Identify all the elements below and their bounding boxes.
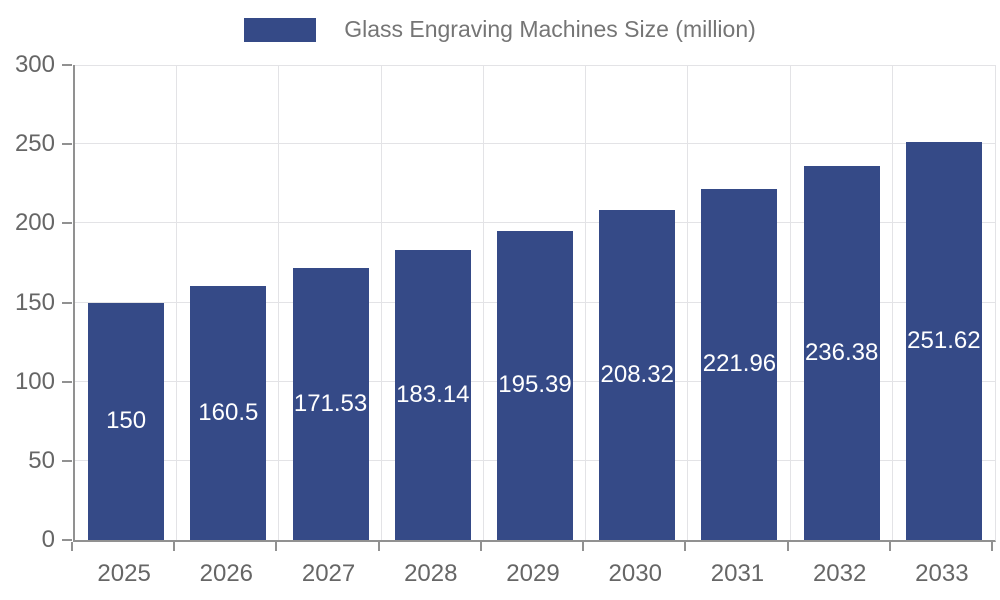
x-tick-mark	[479, 542, 482, 551]
x-axis-tick-label: 2028	[404, 560, 458, 587]
bar[interactable]: 208.32	[599, 210, 676, 540]
y-tick-mark	[62, 143, 72, 146]
x-gridline	[891, 65, 893, 540]
bar-value-label: 160.5	[198, 398, 259, 426]
y-axis-tick-label: 50	[28, 446, 55, 474]
legend-swatch-icon	[244, 17, 317, 42]
x-axis-tick-label: 2031	[710, 560, 765, 587]
y-axis-tick-label: 100	[14, 367, 55, 395]
y-axis-tick-label: 200	[14, 209, 55, 237]
x-tick-mark	[582, 542, 585, 551]
legend-label: Glass Engraving Machines Size (million)	[344, 16, 756, 42]
x-axis-tick-label: 2029	[506, 560, 560, 587]
y-tick-mark	[62, 539, 72, 541]
x-gridline	[176, 65, 178, 540]
bar-value-label: 208.32	[600, 361, 674, 389]
y-axis-tick-label: 150	[14, 288, 55, 316]
y-axis-tick-label: 250	[14, 130, 55, 158]
y-tick-mark	[62, 380, 72, 383]
x-tick-mark	[684, 542, 687, 551]
y-tick-mark	[62, 64, 72, 66]
x-tick-mark	[71, 542, 73, 551]
x-gridline	[482, 65, 484, 540]
bar-value-label: 221.96	[702, 350, 777, 378]
bar-value-label: 150	[106, 407, 147, 435]
bar[interactable]: 150	[88, 302, 165, 540]
x-axis-tick-label: 2033	[915, 560, 969, 587]
x-axis-tick-label: 2030	[608, 560, 662, 587]
x-gridline	[585, 65, 587, 540]
y-gridline	[75, 222, 995, 224]
bar-value-label: 236.38	[804, 338, 879, 366]
x-axis-tick-label: 2027	[301, 560, 356, 587]
x-tick-mark	[991, 542, 993, 551]
x-axis-tick-label: 2026	[199, 560, 254, 587]
y-tick-mark	[62, 459, 72, 462]
x-tick-mark	[377, 542, 380, 551]
bar-value-label: 183.14	[396, 381, 470, 409]
bar[interactable]: 251.62	[905, 141, 982, 540]
bar[interactable]: 183.14	[394, 250, 471, 540]
y-axis-tick-label: 300	[14, 51, 55, 78]
bar[interactable]: 195.39	[497, 230, 573, 540]
bar-value-label: 251.62	[907, 326, 981, 354]
legend-item[interactable]: Glass Engraving Machines Size (million)	[0, 16, 1000, 43]
x-gridline	[380, 65, 382, 540]
x-gridline	[789, 65, 791, 540]
y-gridline	[75, 65, 995, 66]
y-tick-mark	[62, 301, 72, 304]
bar[interactable]: 171.53	[292, 268, 369, 540]
bar[interactable]: 221.96	[701, 188, 778, 540]
x-tick-mark	[173, 542, 176, 551]
x-gridline	[278, 65, 280, 540]
y-axis-tick-label: 0	[41, 526, 55, 553]
y-tick-mark	[62, 222, 72, 225]
x-axis-tick-label: 2025	[97, 560, 151, 587]
plot-area: 150 160.5 171.53 183.14 195.39 208.32 221.96 23…	[73, 65, 996, 542]
bar-value-label: 195.39	[498, 371, 572, 399]
bar-value-label: 171.53	[293, 390, 368, 418]
y-gridline	[75, 143, 995, 145]
x-gridline	[687, 65, 689, 540]
bar[interactable]: 160.5	[190, 285, 267, 540]
x-axis-tick-label: 2032	[812, 560, 867, 587]
x-tick-mark	[275, 542, 278, 551]
bar[interactable]: 236.38	[803, 165, 880, 540]
x-tick-mark	[888, 542, 891, 551]
x-tick-mark	[786, 542, 789, 551]
